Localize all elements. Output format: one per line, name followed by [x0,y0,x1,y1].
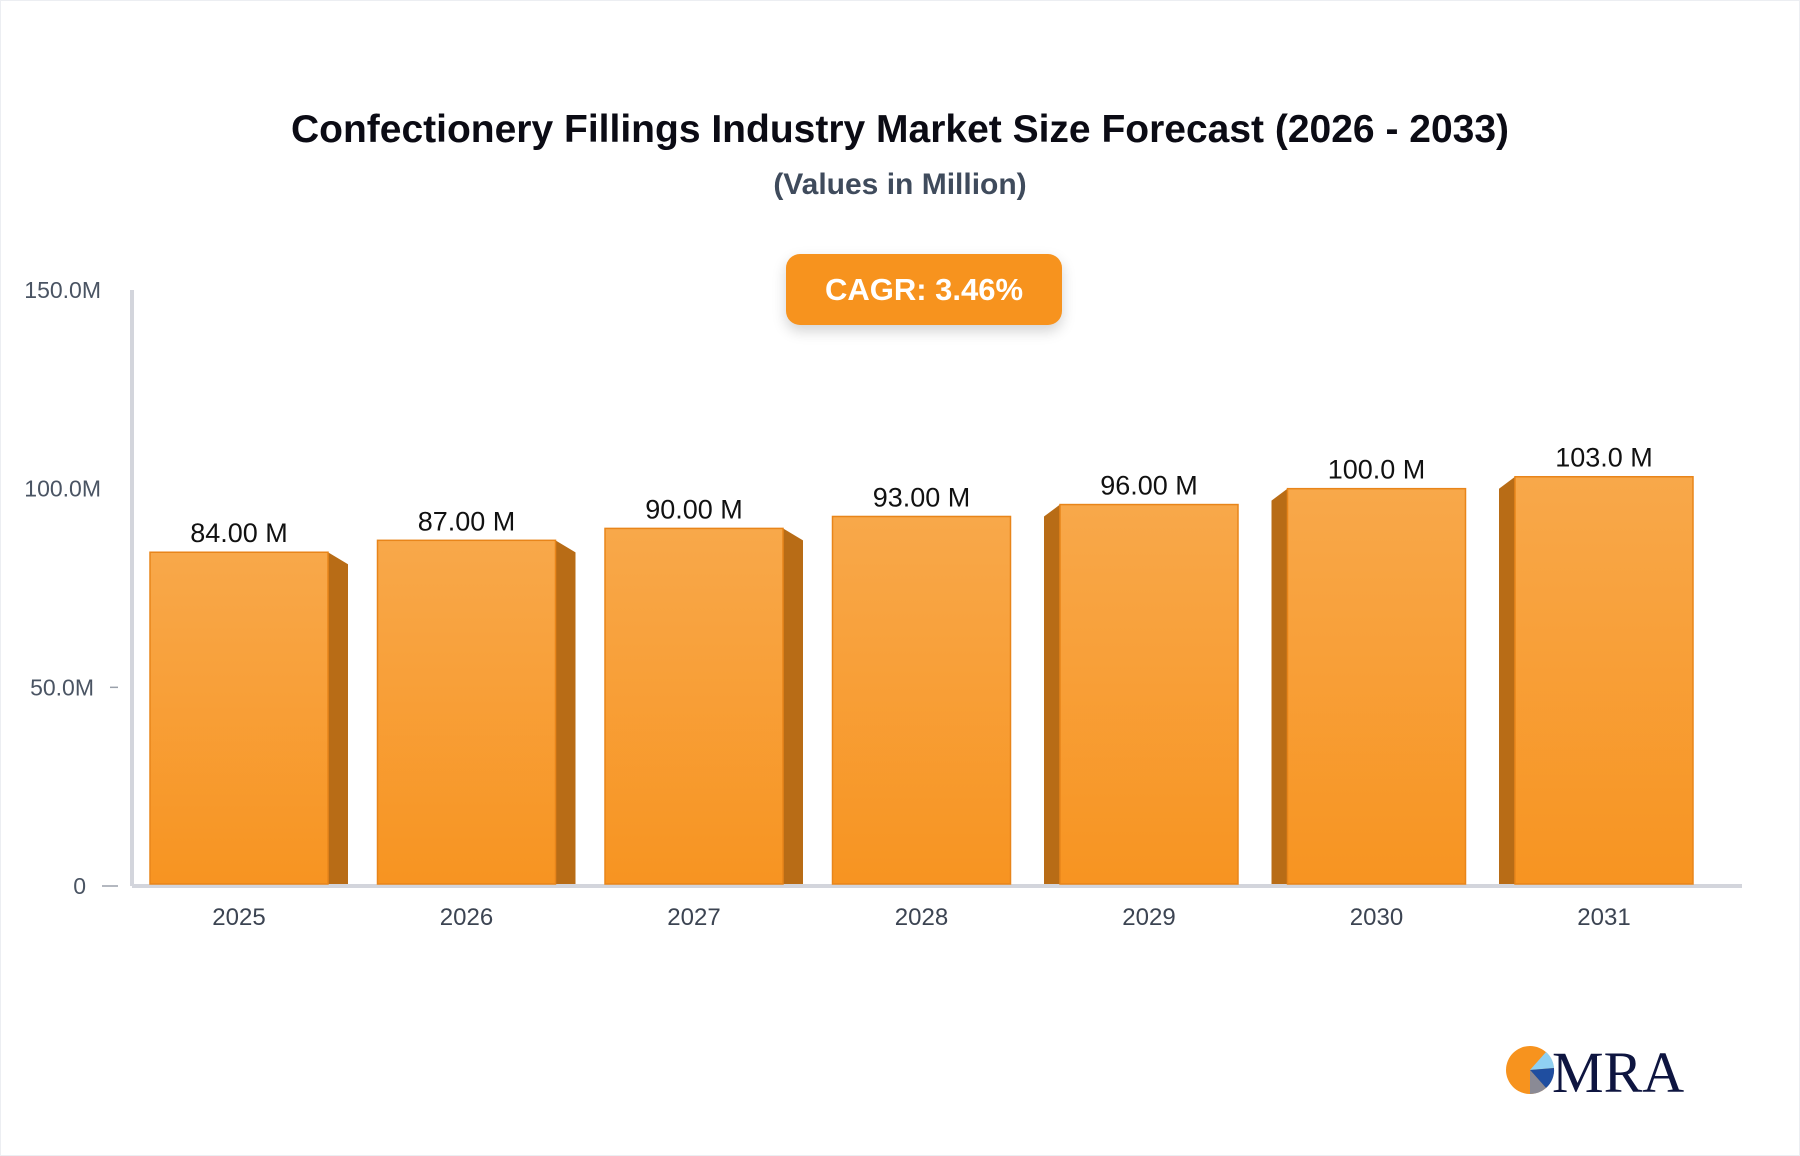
cagr-badge: CAGR: 3.46% [786,254,1062,325]
bar-side [783,528,803,884]
y-tick-label: 100.0M [24,476,101,502]
logo-text: MRA [1552,1040,1684,1100]
data-label: 96.00 M [1100,471,1198,501]
x-tick-label: 2031 [1577,904,1630,931]
bar-side [328,552,348,884]
data-label: 103.0 M [1555,443,1653,473]
data-label: 84.00 M [190,518,288,548]
bar-2027 [604,527,803,885]
chart-subtitle: (Values in Million) [773,168,1027,201]
y-tick-label: 150.0M [24,277,101,303]
bar [376,539,557,885]
x-tick-label: 2028 [895,904,948,931]
bar [1059,503,1239,885]
chart-title: Confectionery Fillings Industry Market S… [290,108,1510,151]
bar-side [1271,488,1288,884]
bar-side [1499,476,1515,884]
data-label: 93.00 M [873,482,971,512]
bar [149,551,329,885]
y-tick-label: 50.0M [30,674,94,700]
bar-2030 [1271,487,1467,885]
bar-2031 [1499,475,1694,885]
bar [1514,475,1694,885]
bar [1286,487,1467,885]
mra-logo: MRA [1504,1040,1704,1105]
y-tick-label: 0 [73,873,86,899]
bar-2025 [149,551,348,885]
bar-side [1044,504,1060,884]
bar-2028 [831,515,1012,885]
data-label: 90.00 M [645,494,743,524]
x-tick-label: 2027 [667,904,720,931]
bar-side [555,540,576,884]
bar-2029 [1044,503,1239,885]
bar [604,527,784,885]
bar [831,515,1012,885]
x-tick-label: 2025 [212,904,265,931]
data-label: 87.00 M [418,506,516,536]
x-tick-label: 2030 [1350,904,1403,931]
data-label: 100.0 M [1328,455,1426,485]
bar-2026 [376,539,576,885]
x-tick-label: 2029 [1122,904,1175,931]
x-tick-label: 2026 [440,904,493,931]
